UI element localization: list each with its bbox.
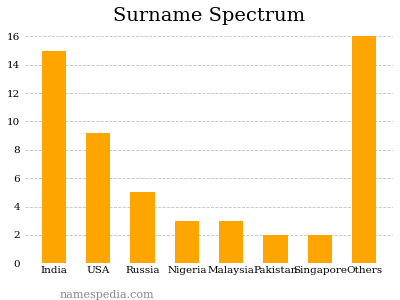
Text: namespedia.com: namespedia.com <box>60 290 155 300</box>
Bar <box>130 192 155 263</box>
Bar <box>42 51 66 263</box>
Bar <box>175 221 199 263</box>
Bar <box>86 133 110 263</box>
Title: Surname Spectrum: Surname Spectrum <box>113 7 305 25</box>
Bar <box>263 235 288 263</box>
Bar <box>352 36 376 263</box>
Bar <box>308 235 332 263</box>
Bar <box>219 221 243 263</box>
